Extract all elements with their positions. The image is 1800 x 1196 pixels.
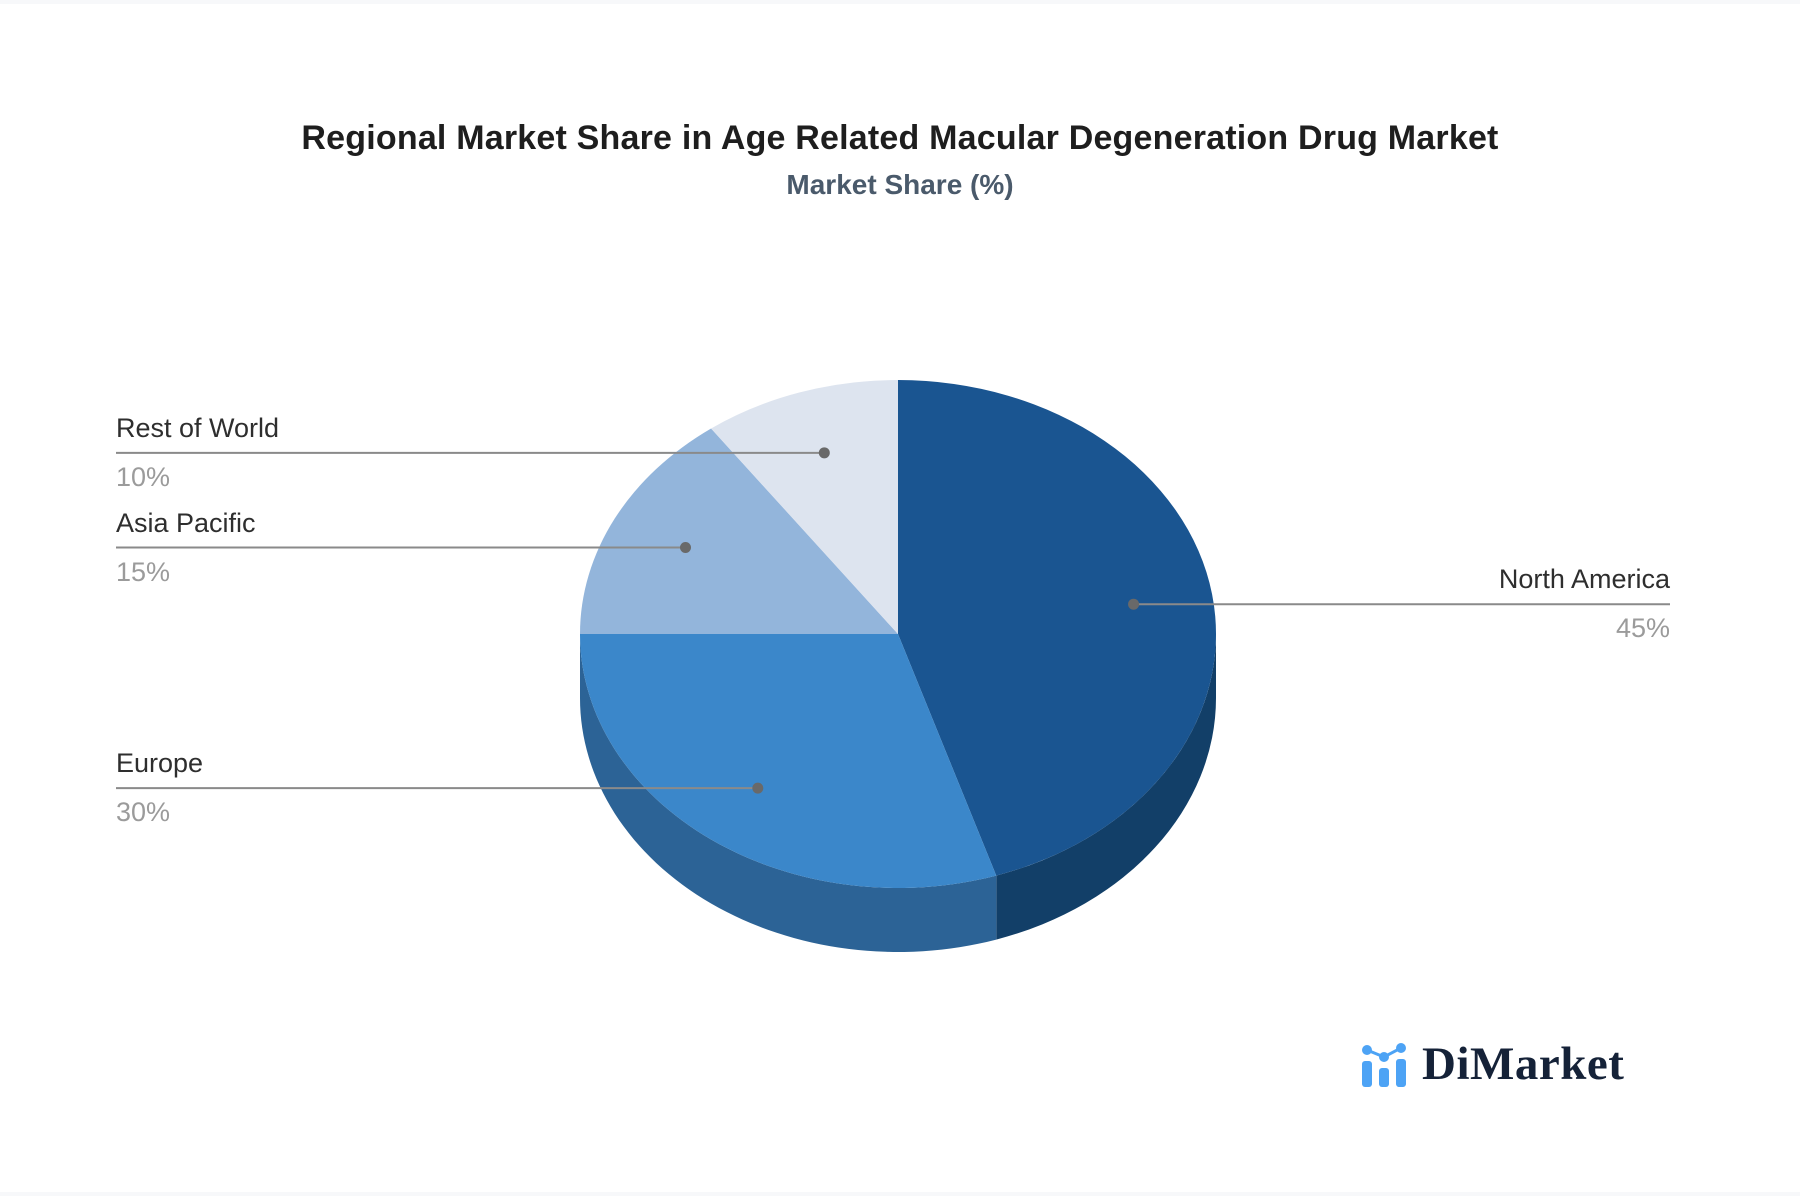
pie-slice-side-europe <box>580 634 997 953</box>
bar-line-chart-icon <box>1362 1043 1406 1087</box>
slice-label-north-america: North America 45% <box>1134 563 1670 645</box>
slice-label-text: Rest of World <box>116 412 280 443</box>
chart-title: Regional Market Share in Age Related Mac… <box>301 119 1499 157</box>
pie-slice-asia-pacific <box>580 428 898 634</box>
slice-label-text: Asia Pacific <box>116 507 256 538</box>
bottom-edge-strip <box>0 1192 1800 1196</box>
slice-label-text: Europe <box>116 748 204 779</box>
slice-label-europe: Europe 30% <box>116 747 758 829</box>
pie-slice-side-north-america <box>996 634 1216 940</box>
slice-label-value: 30% <box>116 797 171 828</box>
slice-label-value: 45% <box>1615 613 1670 644</box>
leader-dot-asia-pacific <box>679 542 691 554</box>
pie-slice-north-america <box>898 380 1216 876</box>
slice-label-text: North America <box>1498 564 1670 595</box>
leader-dot-north-america <box>1128 598 1140 610</box>
chart-subtitle: Market Share (%) <box>786 169 1014 200</box>
leader-dot-europe <box>752 782 764 794</box>
slice-label-value: 10% <box>116 461 171 492</box>
pie-slice-europe <box>580 634 997 889</box>
slice-label-value: 15% <box>116 556 171 587</box>
top-edge-strip <box>0 0 1800 4</box>
logo: DiMarket <box>1360 1038 1624 1090</box>
slice-label-asia-pacific: Asia Pacific 15% <box>116 507 685 589</box>
pie-slice-rest-of-world <box>711 380 898 634</box>
logo-text: DiMarket <box>1422 1038 1625 1090</box>
leader-dot-rest-of-world <box>818 447 830 459</box>
slice-label-rest-of-world: Rest of World 10% <box>116 412 824 494</box>
